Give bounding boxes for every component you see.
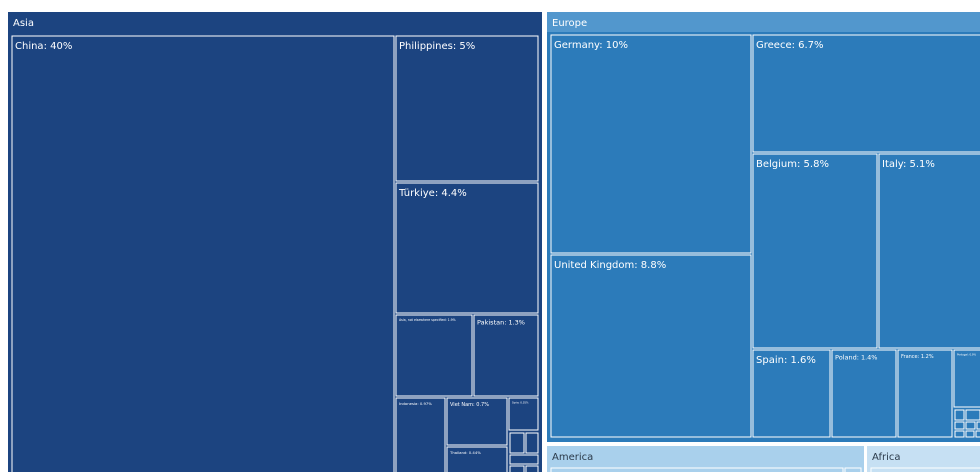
tile-small-europe: [965, 421, 976, 430]
group-label-africa: Africa: [872, 452, 901, 463]
tile-small-europe: [975, 430, 980, 438]
tile-label-china: China: 40%: [15, 41, 72, 52]
group-label-europe: Europe: [552, 18, 587, 29]
tile-italy: [878, 153, 980, 349]
tile-label-portugal: Portugal: 0.9%: [957, 353, 977, 357]
tile-asia-not-elsewhere-specified: [395, 314, 473, 397]
tile-small-asia: [509, 432, 525, 454]
tile-label-greece: Greece: 6.7%: [756, 40, 824, 51]
tile-small-europe: [965, 409, 980, 421]
tile-small-europe: [976, 421, 980, 430]
tile-label-belgium: Belgium: 5.8%: [756, 159, 829, 170]
group-header-america: [547, 446, 864, 466]
tile-label-thailand: Thailand: 0.44%: [449, 450, 481, 455]
tile-syria: [508, 397, 539, 431]
tile-america: [550, 467, 844, 472]
tile-small-asia: [509, 465, 525, 472]
tile-africa: [870, 467, 980, 472]
tile-philippines: [395, 35, 539, 182]
tile-small-america: [844, 467, 862, 472]
tile-label-italy: Italy: 5.1%: [882, 159, 935, 170]
tile-germany: [550, 34, 752, 254]
tile-label-t-rkiye: Türkiye: 4.4%: [398, 188, 467, 199]
tile-indonesia: [395, 397, 446, 472]
tile-viet-nam: [446, 397, 508, 446]
tile-small-asia: [509, 454, 539, 465]
tile-small-asia: [525, 432, 539, 454]
tile-france: [897, 349, 953, 438]
tile-label-spain: Spain: 1.6%: [756, 355, 816, 366]
tile-label-germany: Germany: 10%: [554, 40, 628, 51]
tile-small-europe: [954, 421, 965, 430]
tile-t-rkiye: [395, 182, 539, 314]
group-header-europe: [547, 12, 980, 32]
group-header-asia: [8, 12, 542, 32]
tile-label-poland: Poland: 1.4%: [835, 354, 877, 362]
group-label-america: America: [552, 452, 593, 463]
group-header-africa: [867, 446, 980, 466]
group-label-asia: Asia: [13, 18, 34, 29]
tile-label-asia-not-elsewhere-specified: Asia, not elsewhere specified: 1.9%: [399, 318, 456, 322]
tile-china: [11, 35, 395, 472]
tile-spain: [752, 349, 831, 438]
tile-thailand: [446, 446, 508, 472]
tile-label-pakistan: Pakistan: 1.3%: [477, 319, 525, 327]
tile-label-viet-nam: Viet Nam: 0.7%: [450, 402, 489, 408]
tile-portugal: [953, 349, 980, 408]
tile-label-france: France: 1.2%: [901, 354, 934, 360]
tile-label-philippines: Philippines: 5%: [399, 41, 475, 52]
tile-label-united-kingdom: United Kingdom: 8.8%: [554, 260, 666, 271]
tile-small-europe: [954, 409, 965, 421]
tile-united-kingdom: [550, 254, 752, 438]
tile-small-europe: [965, 430, 975, 438]
tile-belgium: [752, 153, 878, 349]
tile-pakistan: [473, 314, 539, 397]
tile-label-indonesia: Indonesia: 0.97%: [399, 401, 432, 406]
tile-small-asia: [525, 465, 539, 472]
tile-label-syria: Syria: 0.35%: [512, 401, 529, 405]
tile-greece: [752, 34, 980, 153]
tile-poland: [831, 349, 897, 438]
tile-small-europe: [954, 430, 965, 438]
